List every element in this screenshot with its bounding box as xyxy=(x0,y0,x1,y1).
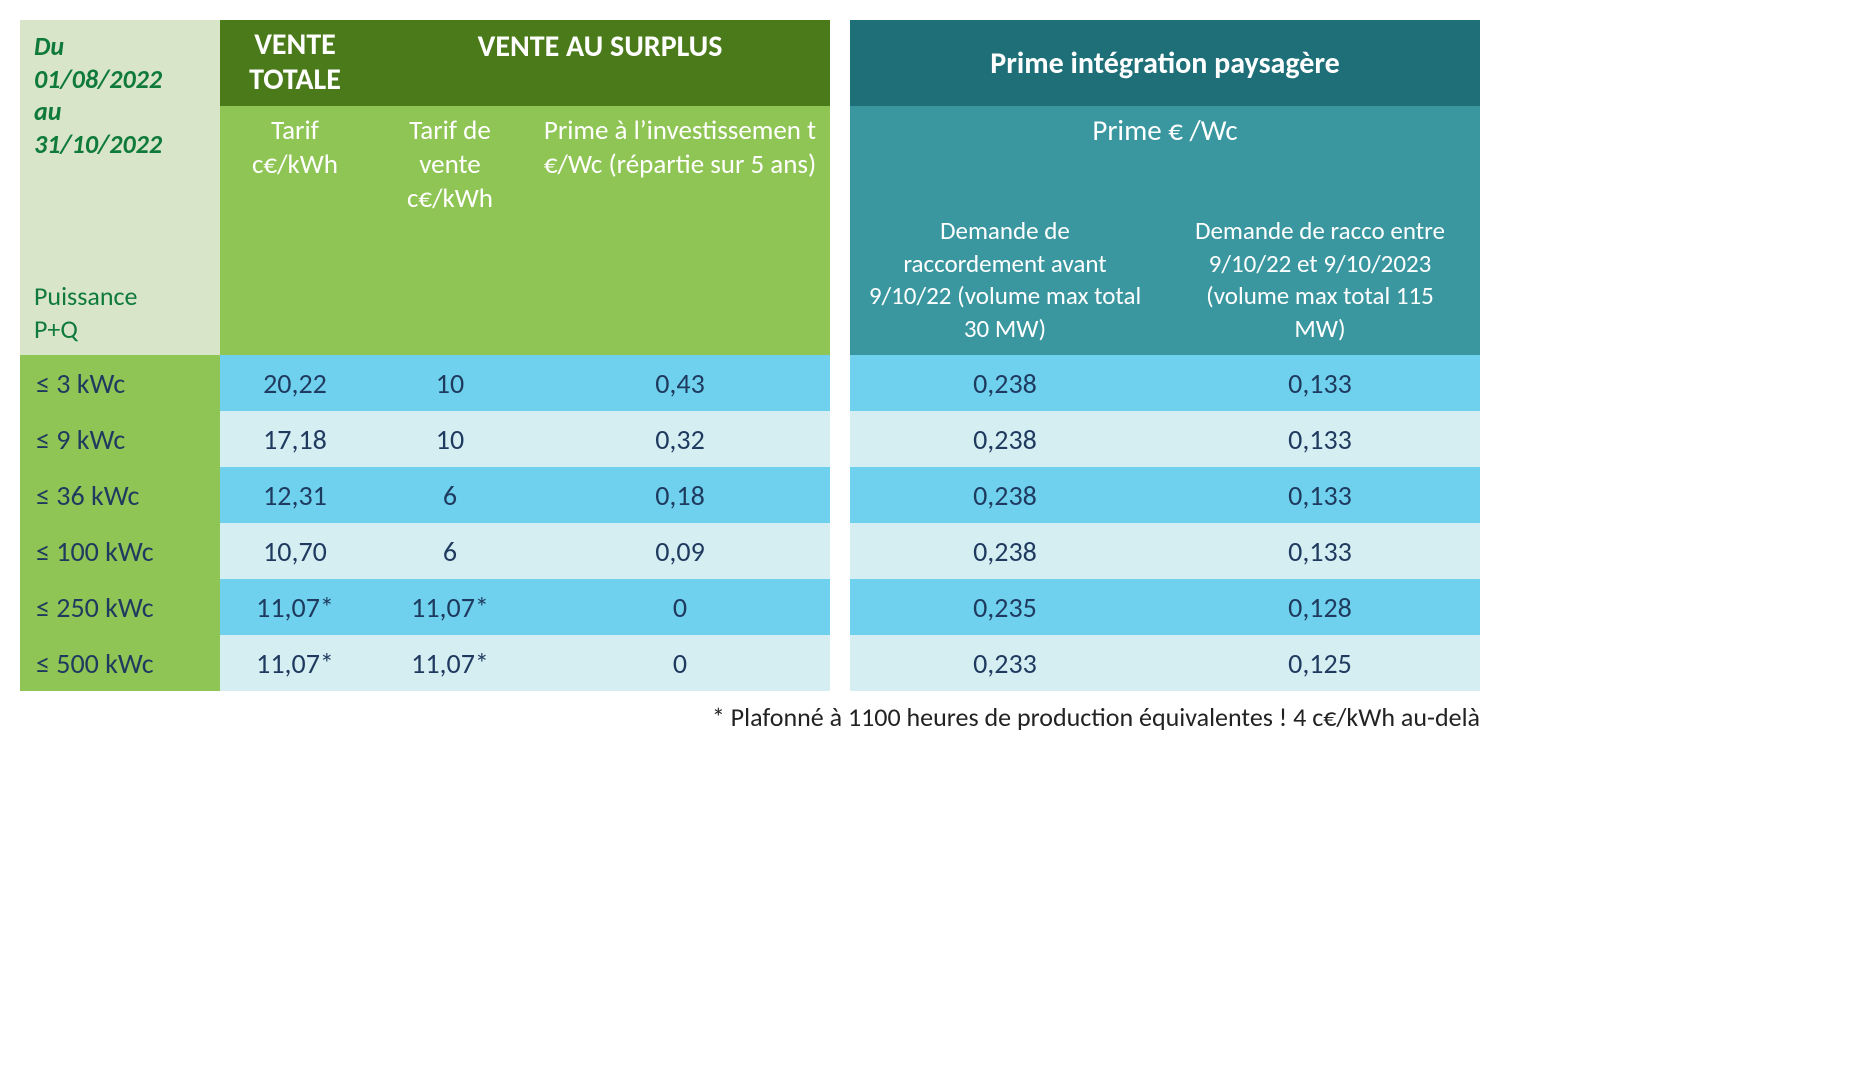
table-row: ≤ 36 kWc 12,31 6 0,18 0,238 0,133 xyxy=(20,467,1480,523)
gap-col xyxy=(830,411,850,467)
table-row: ≤ 250 kWc 11,07* 11,07* 0 0,235 0,128 xyxy=(20,579,1480,635)
cell-pi: 0 xyxy=(530,635,830,691)
row-label: ≤ 100 kWc xyxy=(20,523,220,579)
header-vente-totale: VENTE TOTALE xyxy=(220,20,370,106)
row-label: ≤ 250 kWc xyxy=(20,579,220,635)
cell-pi: 0,43 xyxy=(530,355,830,411)
subhdr-tarif-vente: Tarif de vente c€/kWh xyxy=(370,106,530,355)
cell-pi: 0,32 xyxy=(530,411,830,467)
cell-pe: 0,133 xyxy=(1160,355,1480,411)
header-row-2: Tarif c€/kWh Tarif de vente c€/kWh Prime… xyxy=(20,106,1480,211)
cell-pi: 0 xyxy=(530,579,830,635)
cell-tv: 11,07* xyxy=(370,579,530,635)
cell-pa: 0,233 xyxy=(850,635,1160,691)
cell-vt: 12,31 xyxy=(220,467,370,523)
tariff-table: Du 01/08/2022 au 31/10/2022 Puissance P+… xyxy=(20,20,1480,691)
header-row-1: Du 01/08/2022 au 31/10/2022 Puissance P+… xyxy=(20,20,1480,106)
row-label: ≤ 3 kWc xyxy=(20,355,220,411)
cell-pa: 0,238 xyxy=(850,523,1160,579)
table-row: ≤ 500 kWc 11,07* 11,07* 0 0,233 0,125 xyxy=(20,635,1480,691)
prime-wc-label: Prime € /Wc xyxy=(866,112,1464,154)
gap-col xyxy=(830,579,850,635)
gap-col xyxy=(830,20,850,355)
date-line: au xyxy=(34,95,206,128)
cell-pa: 0,238 xyxy=(850,411,1160,467)
cell-pa: 0,235 xyxy=(850,579,1160,635)
cell-pa: 0,238 xyxy=(850,467,1160,523)
subhdr-tarif-ce: Tarif c€/kWh xyxy=(220,106,370,355)
cell-pe: 0,133 xyxy=(1160,411,1480,467)
cell-pe: 0,125 xyxy=(1160,635,1480,691)
table-row: ≤ 3 kWc 20,22 10 0,43 0,238 0,133 xyxy=(20,355,1480,411)
cell-tv: 11,07* xyxy=(370,635,530,691)
cell-vt: 20,22 xyxy=(220,355,370,411)
header-prime-paysagere: Prime intégration paysagère xyxy=(850,20,1480,106)
tariff-table-container: Du 01/08/2022 au 31/10/2022 Puissance P+… xyxy=(20,20,1480,733)
cell-tv: 6 xyxy=(370,523,530,579)
gap-col xyxy=(830,355,850,411)
subhdr-prime-wc: Prime € /Wc xyxy=(850,106,1480,211)
cell-tv: 6 xyxy=(370,467,530,523)
cell-pi: 0,18 xyxy=(530,467,830,523)
subhdr-demande-entre: Demande de racco entre 9/10/22 et 9/10/2… xyxy=(1160,211,1480,355)
date-power-cell: Du 01/08/2022 au 31/10/2022 Puissance P+… xyxy=(20,20,220,355)
cell-pe: 0,128 xyxy=(1160,579,1480,635)
subhdr-prime-invest: Prime à l’investissemen t €/Wc (répartie… xyxy=(530,106,830,355)
row-label: ≤ 36 kWc xyxy=(20,467,220,523)
date-line: Du xyxy=(34,30,206,63)
date-line: 31/10/2022 xyxy=(34,128,206,161)
cell-vt: 17,18 xyxy=(220,411,370,467)
cell-vt: 10,70 xyxy=(220,523,370,579)
cell-pe: 0,133 xyxy=(1160,467,1480,523)
table-row: ≤ 9 kWc 17,18 10 0,32 0,238 0,133 xyxy=(20,411,1480,467)
cell-tv: 10 xyxy=(370,411,530,467)
cell-tv: 10 xyxy=(370,355,530,411)
row-label: ≤ 500 kWc xyxy=(20,635,220,691)
table-row: ≤ 100 kWc 10,70 6 0,09 0,238 0,133 xyxy=(20,523,1480,579)
date-line: 01/08/2022 xyxy=(34,63,206,96)
puissance-line: Puissance xyxy=(34,280,206,313)
cell-pi: 0,09 xyxy=(530,523,830,579)
gap-col xyxy=(830,635,850,691)
gap-col xyxy=(830,523,850,579)
header-vente-surplus: VENTE AU SURPLUS xyxy=(370,20,830,106)
cell-vt: 11,07* xyxy=(220,579,370,635)
footnote: * Plafonné à 1100 heures de production é… xyxy=(20,691,1480,733)
cell-vt: 11,07* xyxy=(220,635,370,691)
gap-col xyxy=(830,467,850,523)
cell-pe: 0,133 xyxy=(1160,523,1480,579)
subhdr-demande-avant: Demande de raccordement avant 9/10/22 (v… xyxy=(850,211,1160,355)
puissance-line: P+Q xyxy=(34,313,206,346)
cell-pa: 0,238 xyxy=(850,355,1160,411)
row-label: ≤ 9 kWc xyxy=(20,411,220,467)
